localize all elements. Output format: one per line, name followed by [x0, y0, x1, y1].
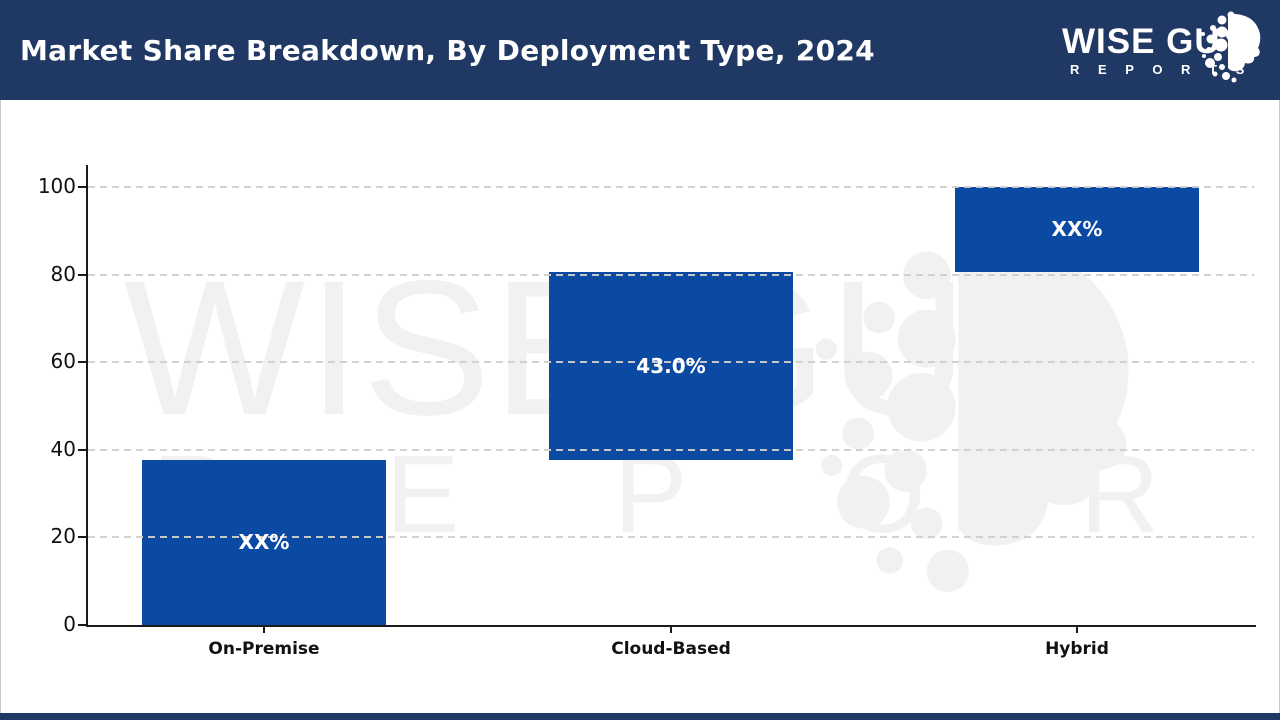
y-tick-label-100: 100 — [37, 174, 76, 198]
gridline-40 — [88, 448, 1254, 451]
y-tick-mark-20 — [78, 536, 86, 539]
bar-value-label: 43.0% — [636, 353, 706, 378]
brand-head-icon — [1201, 11, 1261, 83]
x-category-label: Cloud-Based — [611, 639, 731, 659]
gridline-100 — [88, 186, 1254, 188]
bar-on-premise — [142, 459, 386, 625]
y-tick-mark-80 — [78, 273, 86, 276]
chart-title: Market Share Breakdown, By Deployment Ty… — [20, 33, 875, 67]
bar-cloud-based — [549, 271, 793, 460]
gridline-80 — [88, 273, 1254, 276]
y-axis-spine — [86, 165, 88, 627]
y-tick-label-40: 40 — [50, 436, 76, 461]
gridline-60 — [88, 361, 1254, 364]
bar-value-label: XX% — [238, 530, 290, 555]
footer-bar — [0, 713, 1280, 720]
y-tick-mark-40 — [78, 448, 86, 451]
brand-subtitle: R E P O R T S — [1070, 62, 1252, 77]
y-tick-mark-100 — [78, 186, 86, 188]
x-tick-mark-1 — [263, 625, 265, 633]
x-tick-mark-3 — [1076, 625, 1078, 633]
gridline-20 — [88, 536, 1254, 539]
x-category-label: Hybrid — [1045, 639, 1109, 659]
y-tick-mark-0 — [78, 624, 86, 626]
brand-logo: WISE GUY R E P O R T S — [1020, 6, 1270, 94]
y-tick-label-0: 0 — [63, 612, 76, 636]
y-tick-label-80: 80 — [50, 261, 76, 286]
y-tick-label-20: 20 — [50, 524, 76, 549]
x-category-label: On-Premise — [208, 639, 320, 659]
figure-border-left — [0, 100, 1, 720]
y-tick-label-60: 60 — [50, 349, 76, 374]
x-tick-mark-2 — [670, 625, 672, 633]
bar-value-label: XX% — [1051, 217, 1103, 242]
header-bar: Market Share Breakdown, By Deployment Ty… — [0, 0, 1280, 100]
y-tick-mark-60 — [78, 361, 86, 364]
